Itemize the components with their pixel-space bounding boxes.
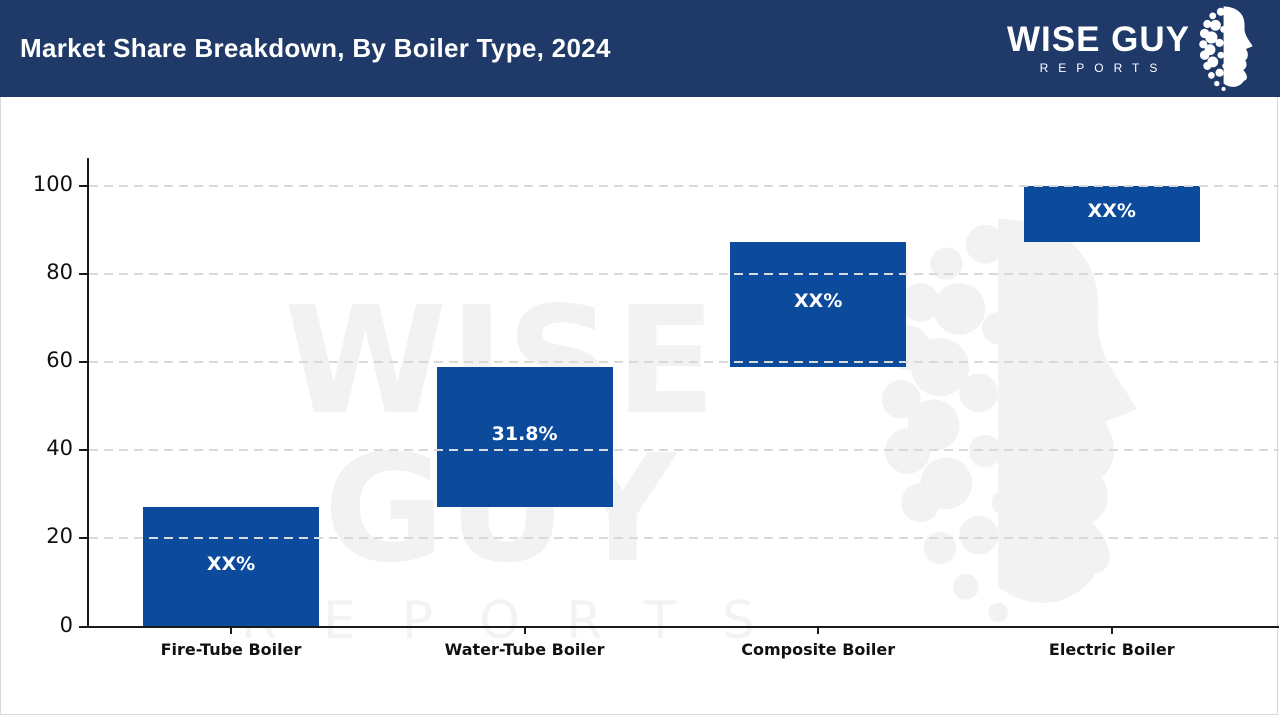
y-axis-tick-label: 80 (46, 260, 73, 285)
x-axis-tick (230, 628, 232, 634)
y-axis-tick (79, 361, 87, 364)
gridline (89, 361, 1279, 364)
bar-value-label: XX% (206, 552, 256, 575)
x-axis-category-label: Water-Tube Boiler (444, 640, 605, 659)
y-axis-tick (79, 185, 87, 187)
x-axis-tick (817, 628, 820, 634)
y-axis-tick-label: 40 (46, 436, 73, 461)
bar-segment (143, 506, 319, 627)
y-axis-tick-label: 0 (59, 612, 73, 637)
x-axis-tick (523, 628, 526, 634)
x-axis-category-label: Electric Boiler (1048, 640, 1175, 659)
x-axis-tick (1110, 628, 1113, 634)
gridline (89, 537, 1279, 540)
gridline (89, 273, 1279, 276)
bar-segment (1023, 186, 1200, 243)
gridline (89, 185, 1279, 187)
logo-reports-text: REPORTS (1039, 60, 1168, 75)
x-axis-category-label: Composite Boiler (741, 640, 896, 659)
y-axis-tick-label: 60 (46, 348, 73, 373)
y-axis-tick (79, 449, 87, 452)
y-axis-line (87, 158, 89, 628)
watermark-reports: REPORTS (240, 591, 802, 651)
page-title: Market Share Breakdown, By Boiler Type, … (20, 33, 611, 63)
wiseguy-logo: WISE GUY REPORTS (1007, 5, 1262, 93)
header-bar: Market Share Breakdown, By Boiler Type, … (0, 0, 1280, 97)
x-axis-category-label: Fire-Tube Boiler (160, 640, 302, 659)
logo-text: WISE GUY REPORTS (1006, 20, 1190, 75)
y-axis-tick (79, 537, 87, 540)
bar-segment (436, 366, 613, 507)
y-axis-tick (79, 273, 87, 276)
chart-panel: WISE GUY REPORTS 020406080100XX%Fire-Tub… (0, 97, 1279, 715)
y-axis-tick (79, 625, 87, 628)
bar-segment (730, 242, 907, 367)
bar-value-label: 31.8% (491, 422, 558, 445)
logo-wise-guy-text: WISE GUY (1006, 20, 1190, 60)
y-axis-tick-label: 100 (32, 172, 73, 196)
gridline (89, 449, 1279, 452)
bar-value-label: XX% (794, 290, 843, 313)
bar-value-label: XX% (1087, 200, 1136, 223)
x-axis-line (87, 626, 1279, 628)
y-axis-tick-label: 20 (46, 524, 73, 549)
